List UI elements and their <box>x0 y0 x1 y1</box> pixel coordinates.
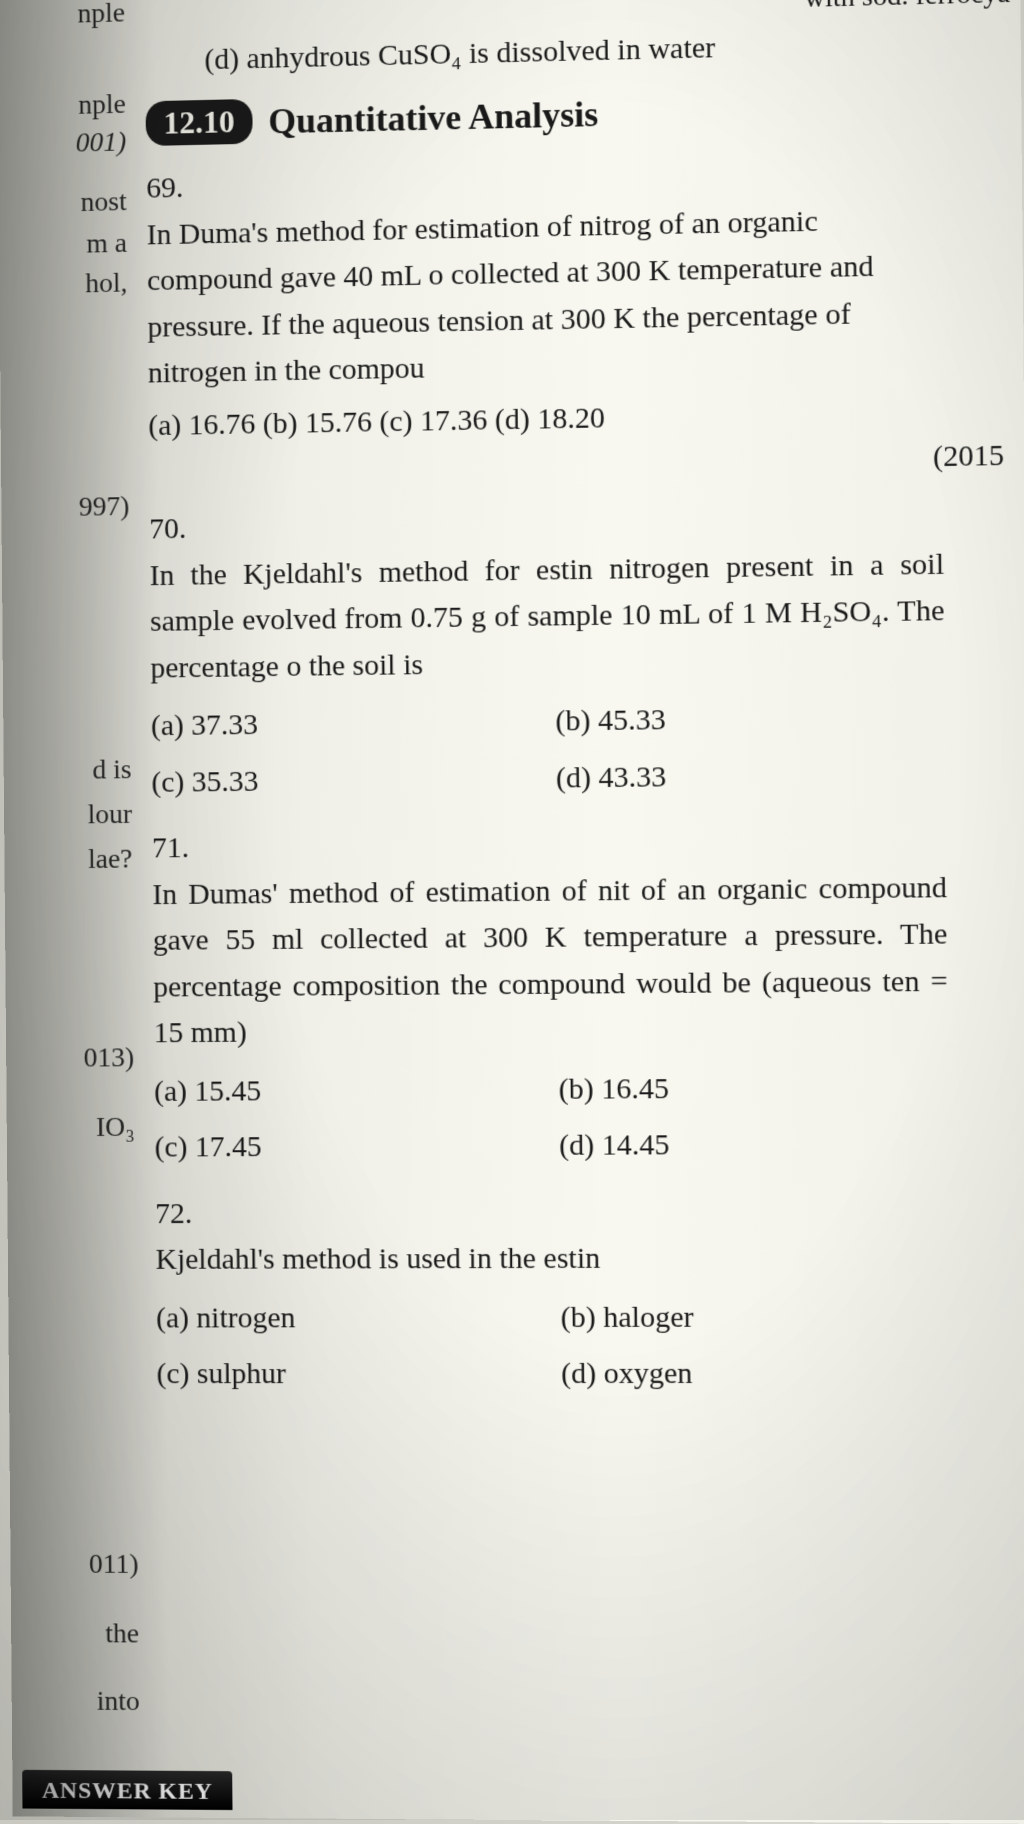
margin-fragment: 011) <box>89 1549 139 1581</box>
question-body: In the Kjeldahl's method for estin nitro… <box>149 541 946 806</box>
option-a: (a) 37.33 <box>151 699 536 750</box>
option-a: (a) 15.45 <box>154 1066 539 1114</box>
section-header: 12.10 Quantitative Analysis <box>146 82 1002 146</box>
margin-fragment: m a <box>86 228 127 261</box>
option-c: (c) 35.33 <box>151 755 536 806</box>
margin-fragment: lae? <box>88 844 133 876</box>
margin-fragment: IO₃ <box>96 1112 135 1144</box>
question-text: In the Kjeldahl's method for estin nitro… <box>150 547 945 684</box>
prev-question-option-d: (d) anhydrous CuSO₄ is dissolved in wate… <box>204 18 1000 82</box>
question-options: (a) 16.76 (b) 15.76 (c) 17.36 (d) 18.20 <box>148 389 943 449</box>
left-margin-fragments: nple nple 001) nost m a hol, 997) d is l… <box>0 0 151 1817</box>
margin-fragment: lour <box>87 799 132 831</box>
option-c: (c) 17.45 <box>154 1123 539 1171</box>
margin-fragment: nple <box>77 0 125 30</box>
question-70: 70. In the Kjeldahl's method for estin n… <box>149 493 1007 806</box>
section-title: Quantitative Analysis <box>268 94 598 141</box>
margin-fragment: nost <box>81 186 127 219</box>
question-text: In Dumas' method of estimation of nit of… <box>152 871 948 1050</box>
margin-fragment: nple <box>78 89 126 122</box>
margin-fragment: d is <box>92 754 131 786</box>
option-d: (d) 14.45 <box>559 1121 949 1169</box>
question-body: In Duma's method for estimation of nitro… <box>147 196 943 450</box>
section-number-badge: 12.10 <box>146 99 253 146</box>
question-72: 72. Kjeldahl's method is used in the est… <box>155 1188 1012 1398</box>
option-a: (a) nitrogen <box>156 1294 541 1341</box>
option-b: (b) 45.33 <box>555 694 945 745</box>
margin-fragment: into <box>97 1686 140 1718</box>
question-options-grid: (a) nitrogen (b) haloger (c) sulphur (d)… <box>156 1294 952 1398</box>
margin-fragment: the <box>105 1618 139 1650</box>
option-d: (d) 43.33 <box>556 751 946 802</box>
main-content: with sod. ferrocya (d) anhydrous CuSO₄ i… <box>145 0 1013 1398</box>
question-body: Kjeldahl's method is used in the estin (… <box>155 1235 951 1398</box>
margin-fragment: 001) <box>75 127 126 160</box>
question-71: 71. In Dumas' method of estimation of ni… <box>152 817 1010 1171</box>
question-body: In Dumas' method of estimation of nit of… <box>152 864 949 1170</box>
option-c: (c) sulphur <box>156 1351 541 1398</box>
margin-fragment: 997) <box>79 491 130 524</box>
margin-fragment: hol, <box>85 268 127 301</box>
option-b: (b) 16.45 <box>558 1064 948 1113</box>
question-options-grid: (a) 37.33 (b) 45.33 (c) 35.33 (d) 43.33 <box>151 694 946 806</box>
margin-fragment: 013) <box>83 1042 134 1074</box>
question-number: 69. <box>146 165 200 212</box>
question-options-grid: (a) 15.45 (b) 16.45 (c) 17.45 (d) 14.45 <box>154 1064 949 1171</box>
answer-key-tab: ANSWER KEY <box>22 1770 233 1810</box>
question-text: Kjeldahl's method is used in the estin <box>155 1242 600 1276</box>
question-text: In Duma's method for estimation of nitro… <box>147 204 874 389</box>
question-69: 69. In Duma's method for estimation of n… <box>146 147 1004 449</box>
question-number: 71. <box>152 825 206 872</box>
option-b: (b) haloger <box>560 1294 950 1341</box>
option-d: (d) oxygen <box>561 1351 951 1398</box>
textbook-page: nple nple 001) nost m a hol, 997) d is l… <box>0 0 1024 1824</box>
question-number: 72. <box>155 1191 209 1237</box>
question-number: 70. <box>149 506 203 553</box>
